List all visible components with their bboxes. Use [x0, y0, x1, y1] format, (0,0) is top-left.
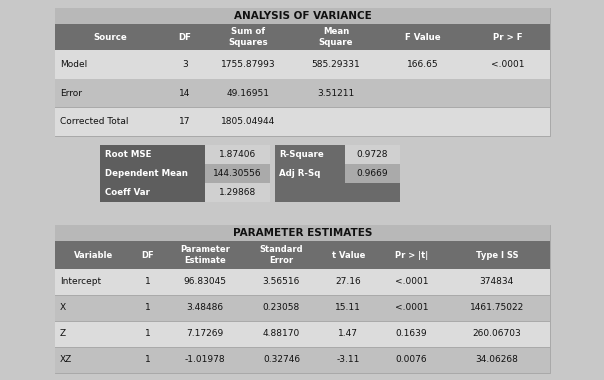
Text: Intercept: Intercept — [60, 277, 101, 287]
Text: 1461.75022: 1461.75022 — [470, 304, 524, 312]
Bar — [55, 8, 550, 24]
Text: <.0001: <.0001 — [394, 304, 428, 312]
Text: 4.88170: 4.88170 — [263, 329, 300, 339]
Text: 144.30556: 144.30556 — [213, 169, 262, 178]
Bar — [100, 145, 205, 164]
Text: 1805.04944: 1805.04944 — [221, 117, 275, 126]
Text: 166.65: 166.65 — [406, 60, 439, 69]
Text: 0.23058: 0.23058 — [263, 304, 300, 312]
Text: ANALYSIS OF VARIANCE: ANALYSIS OF VARIANCE — [234, 11, 371, 21]
Bar — [345, 164, 400, 183]
Bar — [55, 269, 550, 295]
Text: -3.11: -3.11 — [336, 356, 360, 364]
Text: 1: 1 — [145, 277, 150, 287]
Text: 34.06268: 34.06268 — [475, 356, 518, 364]
Text: -1.01978: -1.01978 — [184, 356, 225, 364]
Text: Z: Z — [60, 329, 66, 339]
Text: 1: 1 — [145, 329, 150, 339]
Text: Type I SS: Type I SS — [475, 250, 518, 260]
Text: Standard
Error: Standard Error — [260, 245, 303, 265]
Text: Parameter
Estimate: Parameter Estimate — [180, 245, 230, 265]
Text: Dependent Mean: Dependent Mean — [105, 169, 188, 178]
Text: 0.32746: 0.32746 — [263, 356, 300, 364]
Text: 3: 3 — [182, 60, 188, 69]
Text: Pr > |t|: Pr > |t| — [395, 250, 428, 260]
Text: X: X — [60, 304, 66, 312]
Bar — [55, 8, 550, 136]
Text: 49.16951: 49.16951 — [226, 89, 269, 98]
Text: Adj R-Sq: Adj R-Sq — [279, 169, 320, 178]
Text: 15.11: 15.11 — [335, 304, 361, 312]
Text: 1.47: 1.47 — [338, 329, 358, 339]
Text: 260.06703: 260.06703 — [472, 329, 521, 339]
Bar — [55, 295, 550, 321]
Text: 3.56516: 3.56516 — [263, 277, 300, 287]
Text: Root MSE: Root MSE — [105, 150, 152, 159]
Text: DF: DF — [179, 33, 191, 41]
Text: <.0001: <.0001 — [491, 60, 525, 69]
Bar — [100, 183, 205, 202]
Text: 374834: 374834 — [480, 277, 514, 287]
Bar — [345, 145, 400, 164]
Text: XZ: XZ — [60, 356, 72, 364]
Bar — [55, 225, 550, 241]
Bar — [275, 164, 345, 183]
Text: 96.83045: 96.83045 — [183, 277, 226, 287]
Text: R-Square: R-Square — [279, 150, 324, 159]
Text: Error: Error — [60, 89, 82, 98]
Bar — [55, 24, 550, 50]
Text: 1: 1 — [145, 304, 150, 312]
Text: Source: Source — [94, 33, 127, 41]
Bar — [55, 107, 550, 136]
Bar — [55, 347, 550, 373]
Bar — [55, 50, 550, 79]
Text: 7.17269: 7.17269 — [186, 329, 223, 339]
Text: 585.29331: 585.29331 — [312, 60, 361, 69]
Text: Model: Model — [60, 60, 87, 69]
Text: 0.9728: 0.9728 — [357, 150, 388, 159]
Text: 1.87406: 1.87406 — [219, 150, 256, 159]
Text: DF: DF — [141, 250, 154, 260]
Text: 1755.87993: 1755.87993 — [220, 60, 275, 69]
Text: 14: 14 — [179, 89, 191, 98]
Bar — [205, 183, 270, 202]
Text: Sum of
Squares: Sum of Squares — [228, 27, 268, 47]
Text: 3.51211: 3.51211 — [317, 89, 355, 98]
Bar — [205, 145, 270, 164]
Text: 27.16: 27.16 — [335, 277, 361, 287]
Text: Variable: Variable — [74, 250, 113, 260]
Text: 1.29868: 1.29868 — [219, 188, 256, 197]
Text: 1: 1 — [145, 356, 150, 364]
Bar — [55, 241, 550, 269]
Text: Mean
Square: Mean Square — [319, 27, 353, 47]
Text: Coeff Var: Coeff Var — [105, 188, 150, 197]
Text: F Value: F Value — [405, 33, 440, 41]
Bar — [55, 295, 550, 296]
Text: 0.9669: 0.9669 — [357, 169, 388, 178]
Bar — [275, 145, 345, 164]
Text: PARAMETER ESTIMATES: PARAMETER ESTIMATES — [233, 228, 372, 238]
Text: <.0001: <.0001 — [394, 277, 428, 287]
Bar — [100, 164, 205, 183]
Text: Corrected Total: Corrected Total — [60, 117, 129, 126]
Bar — [205, 164, 270, 183]
Text: 0.1639: 0.1639 — [396, 329, 427, 339]
Bar — [55, 107, 550, 108]
Bar — [275, 183, 400, 202]
Text: 3.48486: 3.48486 — [186, 304, 223, 312]
Bar — [55, 79, 550, 107]
Bar — [55, 225, 550, 373]
Bar — [55, 321, 550, 347]
Text: Pr > F: Pr > F — [493, 33, 522, 41]
Text: 17: 17 — [179, 117, 191, 126]
Text: 0.0076: 0.0076 — [396, 356, 427, 364]
Text: t Value: t Value — [332, 250, 365, 260]
